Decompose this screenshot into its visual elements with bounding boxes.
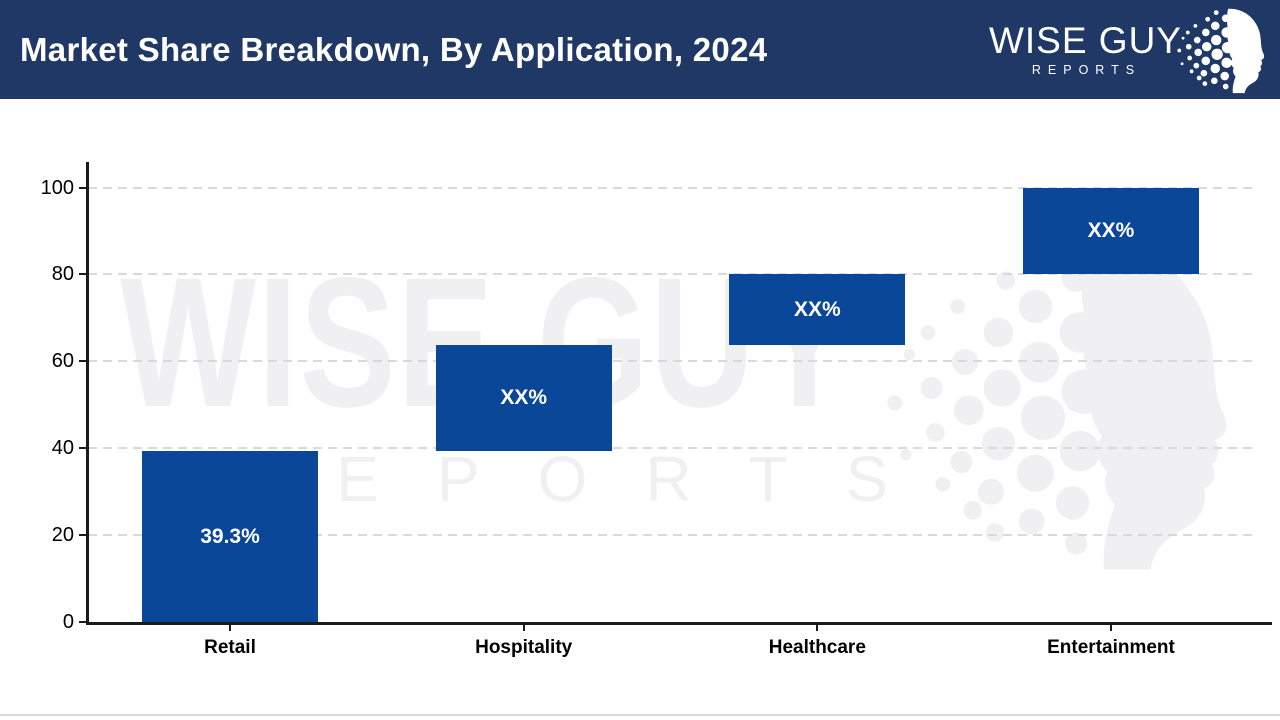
bar-value-label: XX% <box>1087 218 1135 242</box>
watermark-subtitle: REPORTS <box>232 443 947 515</box>
y-tick-80 <box>79 273 88 276</box>
bar-healthcare: XX% <box>729 273 906 346</box>
y-tick-label-20: 20 <box>51 524 74 547</box>
x-tick-entertainment <box>1110 625 1112 631</box>
bottom-divider <box>0 714 1280 716</box>
y-tick-60 <box>79 360 88 363</box>
x-category-retail: Retail <box>204 637 256 658</box>
x-category-healthcare: Healthcare <box>768 637 866 658</box>
header-bar: Market Share Breakdown, By Application, … <box>0 0 1280 99</box>
brand-logo: WISE GUY REPORTS <box>989 0 1272 99</box>
gridline-60 <box>88 360 1256 363</box>
y-tick-label-80: 80 <box>51 263 74 286</box>
y-tick-40 <box>79 447 88 450</box>
bar-hospitality: XX% <box>435 345 612 452</box>
gridline-80 <box>88 273 1256 276</box>
brand-name: WISE GUY <box>988 20 1182 61</box>
y-tick-label-100: 100 <box>40 176 74 199</box>
gridline-100 <box>88 186 1256 189</box>
brand-subtitle: REPORTS <box>1031 63 1142 77</box>
bar-value-label: 39.3% <box>200 524 260 548</box>
x-tick-retail <box>229 625 231 631</box>
x-tick-healthcare <box>816 625 819 631</box>
x-category-hospitality: Hospitality <box>475 637 573 658</box>
watermark-head-icon <box>887 239 1227 570</box>
y-tick-0 <box>79 621 88 623</box>
y-tick-label-0: 0 <box>62 611 74 633</box>
y-tick-label-40: 40 <box>51 437 74 460</box>
y-tick-100 <box>79 186 88 189</box>
gridline-20 <box>88 534 1256 537</box>
brand-head-icon <box>1177 8 1265 93</box>
bar-value-label: XX% <box>793 297 841 321</box>
bar-value-label: XX% <box>500 386 547 410</box>
x-axis-spine <box>86 622 1272 625</box>
y-tick-20 <box>79 534 88 537</box>
bar-entertainment: XX% <box>1023 187 1199 274</box>
y-tick-label-60: 60 <box>51 350 74 373</box>
bar-retail: 39.3% <box>142 451 318 622</box>
brand-wordmark: WISE GUY REPORTS <box>988 20 1182 78</box>
x-category-entertainment: Entertainment <box>1047 637 1175 658</box>
y-axis-spine <box>86 162 89 625</box>
x-tick-hospitality <box>522 625 525 631</box>
chart-area: WISE GUY REPORTS 0 20 40 60 80 100 39.3% Retail… <box>0 99 1280 720</box>
gridline-40 <box>88 447 1256 450</box>
chart-title: Market Share Breakdown, By Application, … <box>20 30 768 68</box>
